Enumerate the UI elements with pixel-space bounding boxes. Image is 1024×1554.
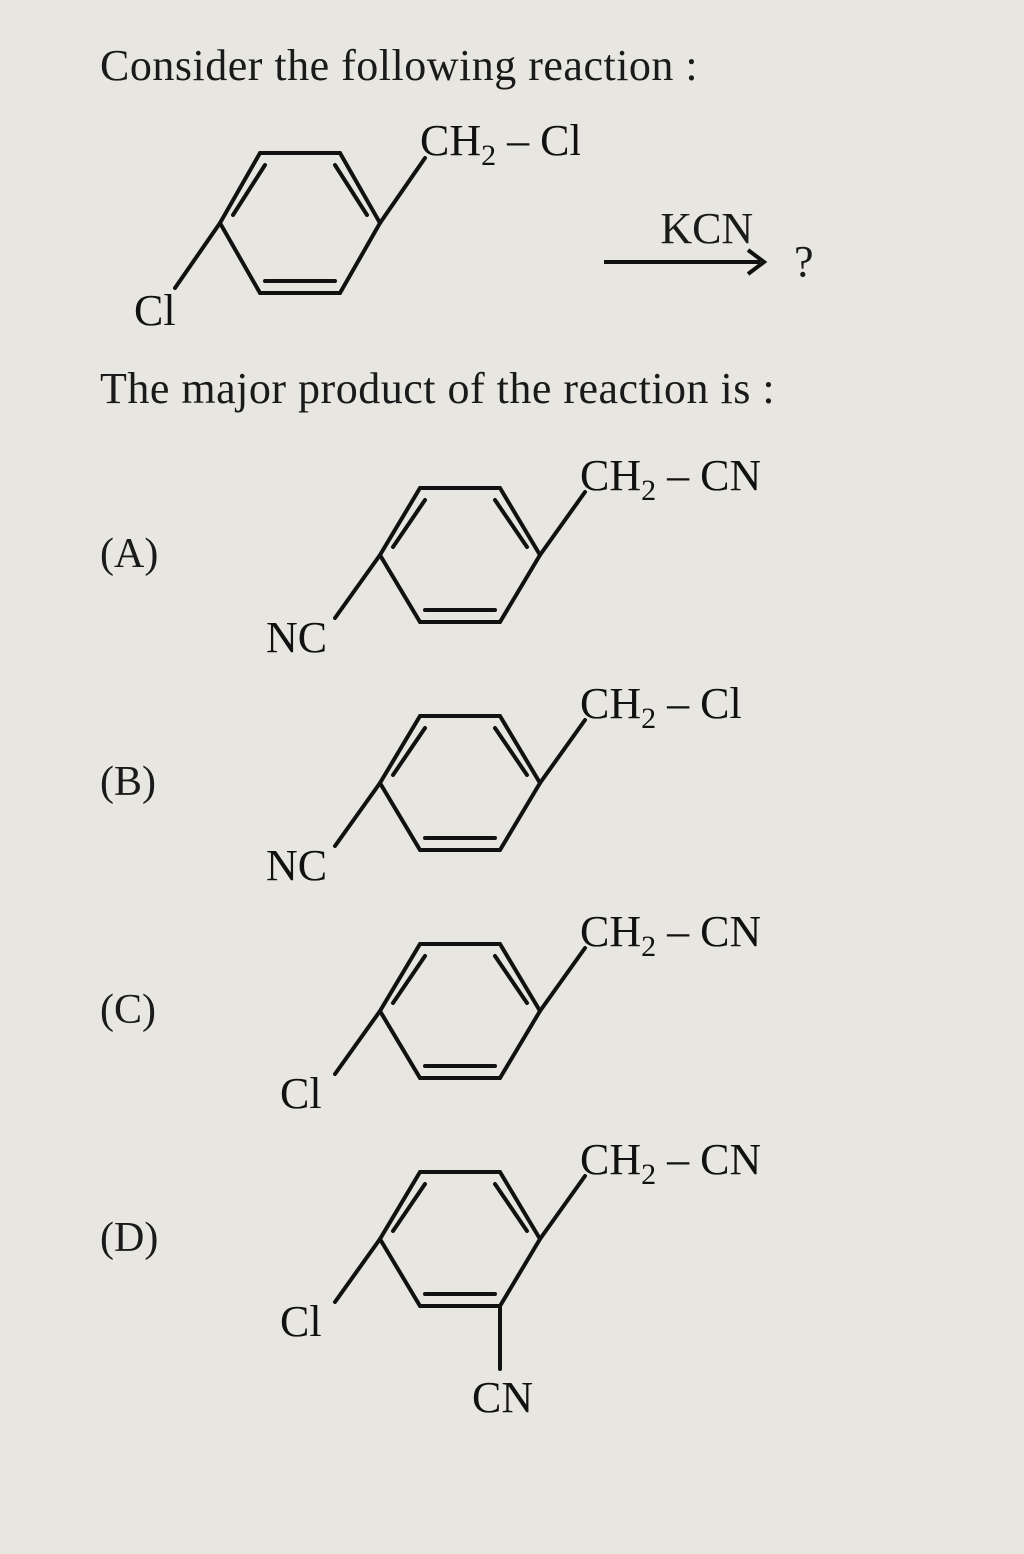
option-c-label: (C) [100, 906, 220, 1034]
option-d-label: (D) [100, 1134, 220, 1262]
option-a-right-chain: CH2 – CN [580, 451, 760, 507]
option-d-molecule: Cl CH2 – CN CN [220, 1134, 760, 1424]
option-c-row: (C) Cl CH2 – CN [100, 906, 964, 1116]
option-a-label: (A) [100, 450, 220, 578]
option-b-left-sub: NC [266, 841, 327, 888]
option-c-right-chain: CH2 – CN [580, 907, 760, 963]
reaction-arrow-group: KCN ? [600, 203, 814, 287]
option-b-right-chain: CH2 – Cl [580, 679, 742, 735]
unknown-product-mark: ? [794, 236, 814, 287]
option-d-bottom-sub: CN [472, 1373, 533, 1422]
option-c-molecule: Cl CH2 – CN [220, 906, 760, 1116]
page: Consider the following reaction : Cl CH2… [0, 0, 1024, 1554]
question-prompt: Consider the following reaction : [100, 40, 964, 91]
option-d-row: (D) Cl CH2 – CN CN [100, 1134, 964, 1424]
reactant-left-sub: Cl [134, 286, 176, 333]
reaction-scheme: Cl CH2 – Cl KCN ? [100, 113, 964, 333]
reactant-molecule: Cl CH2 – Cl [100, 113, 580, 333]
option-b-row: (B) NC CH2 – Cl [100, 678, 964, 888]
option-d-right-chain: CH2 – CN [580, 1135, 760, 1191]
option-a-left-sub: NC [266, 613, 327, 660]
arrow-icon [600, 242, 780, 282]
option-a-molecule: NC CH2 – CN [220, 450, 760, 660]
reactant-right-chain: CH2 – Cl [420, 116, 580, 172]
product-prompt: The major product of the reaction is : [100, 363, 964, 414]
option-b-label: (B) [100, 678, 220, 806]
option-d-left-sub: Cl [280, 1297, 322, 1346]
option-b-molecule: NC CH2 – Cl [220, 678, 760, 888]
option-c-left-sub: Cl [280, 1069, 322, 1116]
option-a-row: (A) NC CH2 – CN [100, 450, 964, 660]
